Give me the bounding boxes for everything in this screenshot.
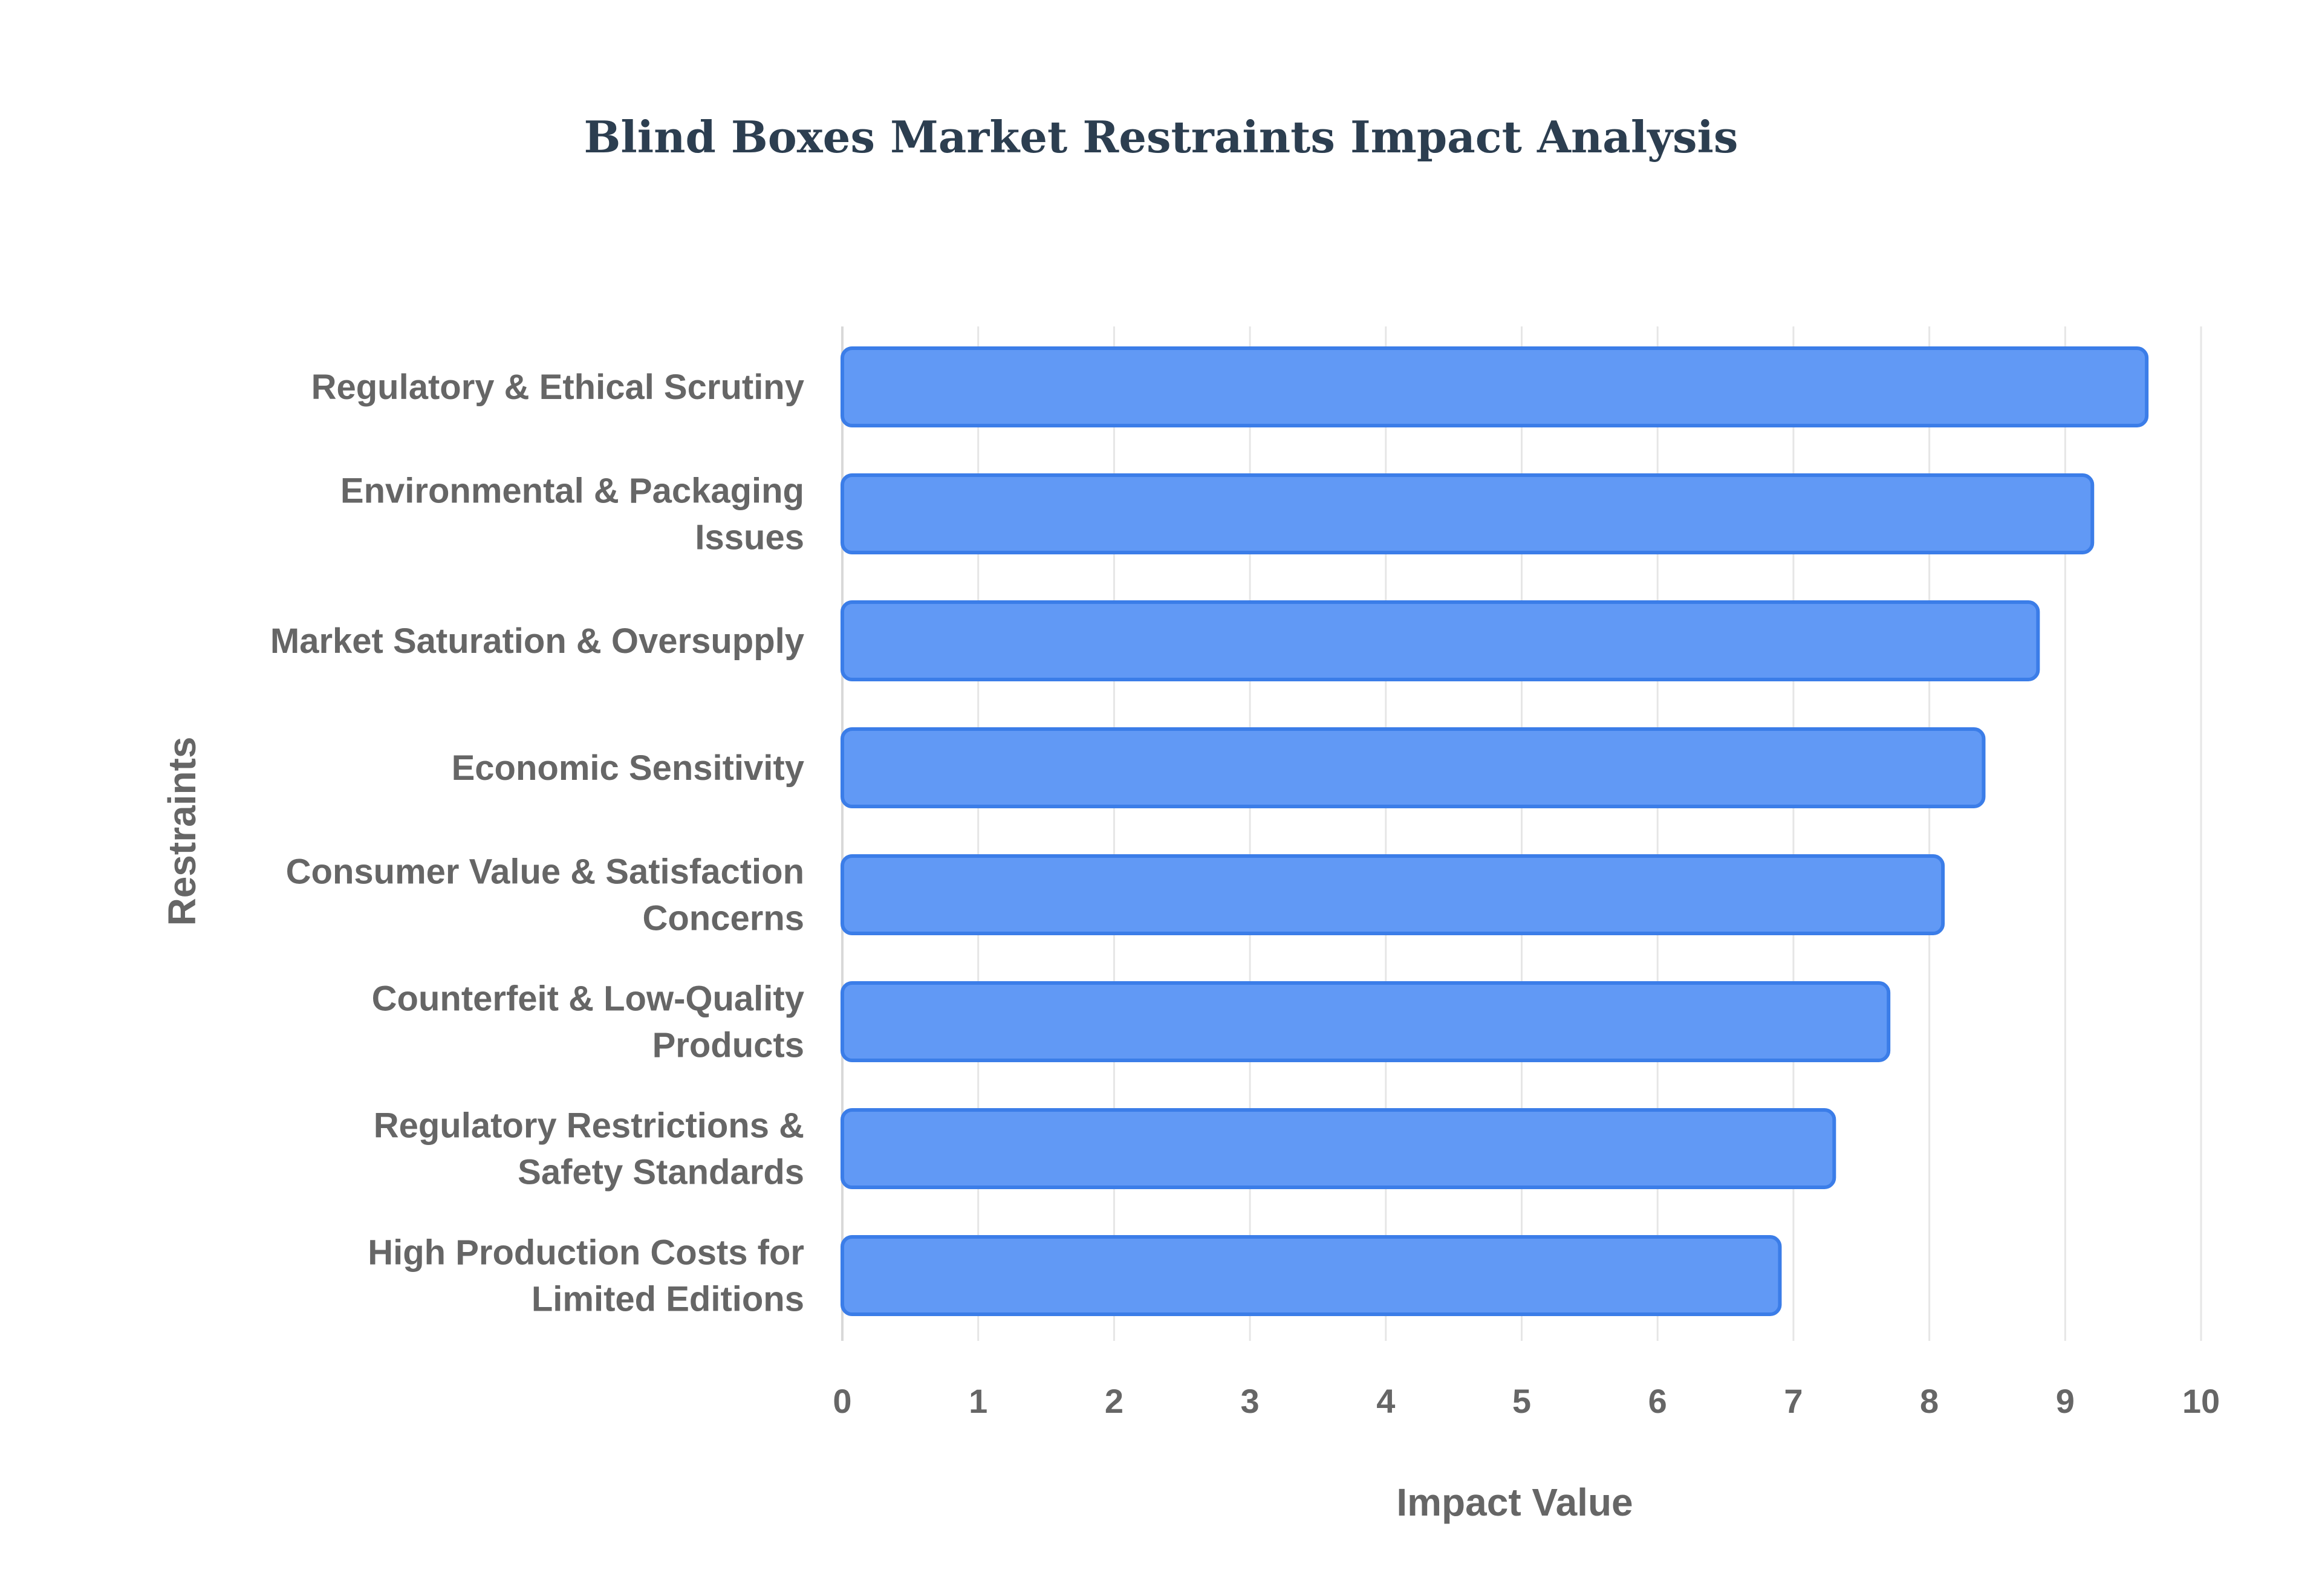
x-tick-label: 7 <box>1784 1382 1803 1420</box>
x-tick-label: 8 <box>1920 1382 1939 1420</box>
y-category-label: Consumer Value & Satisfaction Concerns <box>286 852 804 938</box>
y-category-label: Regulatory Restrictions & Safety Standard… <box>374 1106 804 1192</box>
y-category-label: Counterfeit & Low-Quality Products <box>372 979 804 1065</box>
y-axis-categories: Regulatory & Ethical Scrutiny Environment… <box>270 368 804 1319</box>
bar <box>841 727 1986 808</box>
x-axis-title: Impact Value <box>1396 1481 1633 1524</box>
x-tick-label: 4 <box>1376 1382 1395 1420</box>
bar <box>841 473 2095 554</box>
x-tick-label: 3 <box>1241 1382 1260 1420</box>
y-category-label: Regulatory & Ethical Scrutiny <box>311 368 804 407</box>
x-tick-label: 9 <box>2056 1382 2075 1420</box>
y-category-label: Economic Sensitivity <box>452 748 804 788</box>
bar <box>841 346 2149 427</box>
chart-title: Blind Boxes Market Restraints Impact Ana… <box>584 111 1738 163</box>
x-tick-label: 0 <box>833 1382 851 1420</box>
bar <box>841 1235 1782 1316</box>
y-category-label: High Production Costs for Limited Edition… <box>368 1233 804 1319</box>
y-category-label: Market Saturation & Oversupply <box>270 621 804 661</box>
bar <box>841 981 1891 1062</box>
x-tick-label: 5 <box>1512 1382 1531 1420</box>
x-axis-ticks: 0 1 2 3 4 5 6 7 8 9 10 <box>833 1382 2220 1420</box>
bar <box>841 854 1945 935</box>
x-tick-label: 1 <box>969 1382 987 1420</box>
y-category-label: Environmental & Packaging Issues <box>340 472 804 557</box>
x-tick-label: 10 <box>2182 1382 2220 1420</box>
bar <box>841 600 2040 681</box>
bars <box>841 346 2149 1316</box>
y-axis-title: Restraints <box>160 737 204 926</box>
bar <box>841 1108 1836 1189</box>
x-tick-label: 2 <box>1105 1382 1124 1420</box>
x-tick-label: 6 <box>1648 1382 1667 1420</box>
